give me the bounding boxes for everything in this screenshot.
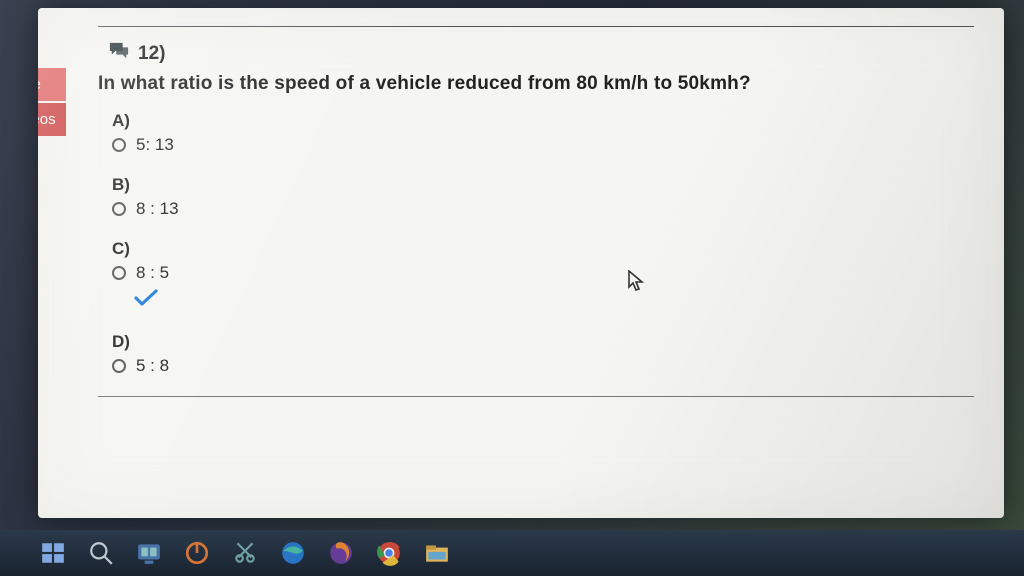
option-label: D) xyxy=(112,332,964,352)
option-label: C) xyxy=(112,239,964,259)
option-row[interactable]: 5: 13 xyxy=(112,135,964,155)
option-value: 8 : 5 xyxy=(136,263,169,283)
option-b: B) 8 : 13 xyxy=(112,175,964,219)
option-label: B) xyxy=(112,175,964,195)
question-text: In what ratio is the speed of a vehicle … xyxy=(98,73,964,95)
power-icon[interactable] xyxy=(184,540,210,566)
options-list: A) 5: 13 B) 8 : 13 C) 8 : 5 D) 5 : 8 xyxy=(112,111,964,376)
search-icon[interactable] xyxy=(88,540,114,566)
taskbar xyxy=(0,530,1024,576)
firefox-icon[interactable] xyxy=(328,540,354,566)
option-label: A) xyxy=(112,111,964,131)
option-c: C) 8 : 5 xyxy=(112,239,964,312)
question-number: 12) xyxy=(138,43,165,65)
sidebar-tab-free[interactable]: Free xyxy=(38,68,66,101)
edge-icon[interactable] xyxy=(280,540,306,566)
cursor-icon xyxy=(628,270,646,292)
chrome-icon[interactable] xyxy=(376,540,402,566)
option-d: D) 5 : 8 xyxy=(112,332,964,376)
sidebar-tab-videos[interactable]: Videos xyxy=(38,103,66,136)
file-explorer-icon[interactable] xyxy=(424,540,450,566)
option-value: 5: 13 xyxy=(136,135,174,155)
snip-icon[interactable] xyxy=(232,540,258,566)
radio-icon[interactable] xyxy=(112,138,126,152)
windows-start-icon[interactable] xyxy=(40,540,66,566)
correct-check-icon xyxy=(134,289,964,312)
radio-icon[interactable] xyxy=(112,359,126,373)
question-header: 12) xyxy=(108,41,964,67)
divider-bottom xyxy=(98,396,974,397)
option-value: 8 : 13 xyxy=(136,199,179,219)
option-row[interactable]: 8 : 5 xyxy=(112,263,964,283)
quiz-page: Free Videos 12) In what ratio is the spe… xyxy=(38,8,1004,518)
option-row[interactable]: 5 : 8 xyxy=(112,356,964,376)
option-a: A) 5: 13 xyxy=(112,111,964,155)
task-view-icon[interactable] xyxy=(136,540,162,566)
sidebar-tabs: Free Videos xyxy=(38,68,66,138)
radio-icon[interactable] xyxy=(112,266,126,280)
question-content: 12) In what ratio is the speed of a vehi… xyxy=(108,26,964,498)
divider-top xyxy=(98,26,974,27)
discuss-icon xyxy=(108,41,130,67)
option-value: 5 : 8 xyxy=(136,356,169,376)
option-row[interactable]: 8 : 13 xyxy=(112,199,964,219)
radio-icon[interactable] xyxy=(112,202,126,216)
